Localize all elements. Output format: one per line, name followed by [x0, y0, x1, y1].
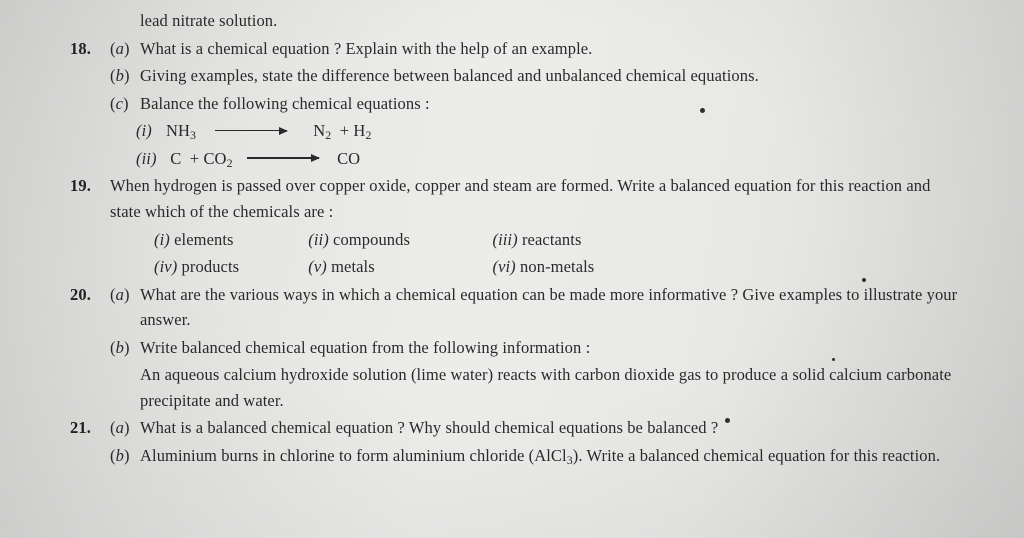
- q18-eq-1: (i) NH3 N2 + H2: [110, 118, 964, 144]
- question-number-18: 18.: [70, 36, 91, 62]
- part-label: (a): [110, 36, 130, 62]
- q20-part-b: (b) Write balanced chemical equation fro…: [110, 335, 964, 361]
- item-label: (ii): [308, 227, 329, 253]
- q18-b-text: Giving examples, state the difference be…: [140, 66, 759, 85]
- classify-item: (i) elements: [154, 227, 304, 253]
- eq-label: (ii): [136, 146, 157, 172]
- classify-item: (v) metals: [308, 254, 488, 280]
- q21-b-post: ). Write a balanced chemical equation fo…: [573, 446, 940, 465]
- question-number-19: 19.: [70, 173, 91, 199]
- q19-text: When hydrogen is passed over copper oxid…: [110, 173, 964, 224]
- q18-a-text: What is a chemical equation ? Explain wi…: [140, 39, 592, 58]
- eq-rhs-b: H: [353, 121, 365, 140]
- reaction-arrow-icon: [215, 130, 287, 132]
- item-text: metals: [331, 257, 375, 276]
- item-label: (v): [308, 254, 327, 280]
- reaction-arrow-icon: [247, 157, 319, 159]
- part-label: (a): [110, 415, 130, 441]
- classify-item: (iii) reactants: [492, 227, 581, 253]
- q21-part-a: (a) What is a balanced chemical equation…: [110, 415, 964, 441]
- question-number-20: 20.: [70, 282, 91, 308]
- print-dot-icon: [862, 278, 866, 282]
- eq-sub: 2: [325, 128, 331, 142]
- classify-item: (iv) products: [154, 254, 304, 280]
- q20-b-detail: An aqueous calcium hydroxide solution (l…: [110, 362, 964, 413]
- question-19: 19. When hydrogen is passed over copper …: [110, 173, 964, 279]
- item-label: (iv): [154, 254, 177, 280]
- q21-b-pre: Aluminium burns in chlorine to form alum…: [140, 446, 567, 465]
- q18-eq-2: (ii) C + CO2 CO: [110, 146, 964, 172]
- part-label: (b): [110, 335, 130, 361]
- part-letter: a: [116, 39, 124, 58]
- print-dot-icon: [700, 108, 705, 113]
- q20-a-text: What are the various ways in which a che…: [140, 285, 957, 330]
- item-text: reactants: [522, 230, 582, 249]
- question-21: 21. (a) What is a balanced chemical equa…: [110, 415, 964, 468]
- q18-part-b: (b) Giving examples, state the differenc…: [110, 63, 964, 89]
- item-text: non-metals: [520, 257, 594, 276]
- q18-part-c: (c) Balance the following chemical equat…: [110, 91, 964, 117]
- q18-part-a: (a) What is a chemical equation ? Explai…: [110, 36, 964, 62]
- q21-b-text: Aluminium burns in chlorine to form alum…: [140, 446, 940, 465]
- item-label: (iii): [492, 227, 517, 253]
- eq-sub: 3: [190, 128, 196, 142]
- q18-c-text: Balance the following chemical equations…: [140, 94, 430, 113]
- q21-a-text: What is a balanced chemical equation ? W…: [140, 418, 718, 437]
- part-label: (b): [110, 63, 130, 89]
- eq-rhs: CO: [337, 149, 360, 168]
- item-text: compounds: [333, 230, 410, 249]
- q20-b-detail-text: An aqueous calcium hydroxide solution (l…: [140, 365, 951, 410]
- part-letter: a: [116, 285, 124, 304]
- part-letter: c: [116, 94, 123, 113]
- q19-classify: (i) elements (ii) compounds (iii) reacta…: [110, 227, 964, 280]
- item-label: (vi): [492, 254, 515, 280]
- eq-plus: +: [190, 149, 199, 168]
- eq-sub: 2: [365, 128, 371, 142]
- q21-part-b: (b) Aluminium burns in chlorine to form …: [110, 443, 964, 469]
- eq-sub: 2: [227, 156, 233, 170]
- equation-text: NH3 N2 + H2: [166, 121, 371, 140]
- question-18: 18. (a) What is a chemical equation ? Ex…: [110, 36, 964, 172]
- textbook-page: lead nitrate solution. 18. (a) What is a…: [0, 0, 1024, 538]
- classify-row-2: (iv) products (v) metals (vi) non-metals: [154, 254, 964, 280]
- eq-rhs-a: N: [313, 121, 325, 140]
- classify-item: (ii) compounds: [308, 227, 488, 253]
- equation-text: C + CO2 CO: [166, 149, 360, 168]
- classify-item: (vi) non-metals: [492, 254, 594, 280]
- lead-fragment: lead nitrate solution.: [110, 8, 964, 34]
- part-letter: b: [116, 446, 124, 465]
- q20-part-a: (a) What are the various ways in which a…: [110, 282, 964, 333]
- part-label: (c): [110, 91, 129, 117]
- eq-label: (i): [136, 118, 152, 144]
- eq-plus: +: [340, 121, 349, 140]
- print-dot-icon: [725, 418, 730, 423]
- classify-row-1: (i) elements (ii) compounds (iii) reacta…: [154, 227, 964, 253]
- part-letter: b: [116, 338, 124, 357]
- question-20: 20. (a) What are the various ways in whi…: [110, 282, 964, 414]
- item-text: products: [182, 257, 240, 276]
- item-text: elements: [174, 230, 233, 249]
- q20-b-text: Write balanced chemical equation from th…: [140, 338, 590, 357]
- part-letter: a: [116, 418, 124, 437]
- eq-lhs: NH: [166, 121, 190, 140]
- eq-lhs-b: CO: [203, 149, 226, 168]
- part-letter: b: [116, 66, 124, 85]
- part-label: (b): [110, 443, 130, 469]
- part-label: (a): [110, 282, 130, 308]
- eq-lhs-a: C: [170, 149, 181, 168]
- item-label: (i): [154, 227, 170, 253]
- question-number-21: 21.: [70, 415, 91, 441]
- print-dot-icon: [832, 358, 835, 361]
